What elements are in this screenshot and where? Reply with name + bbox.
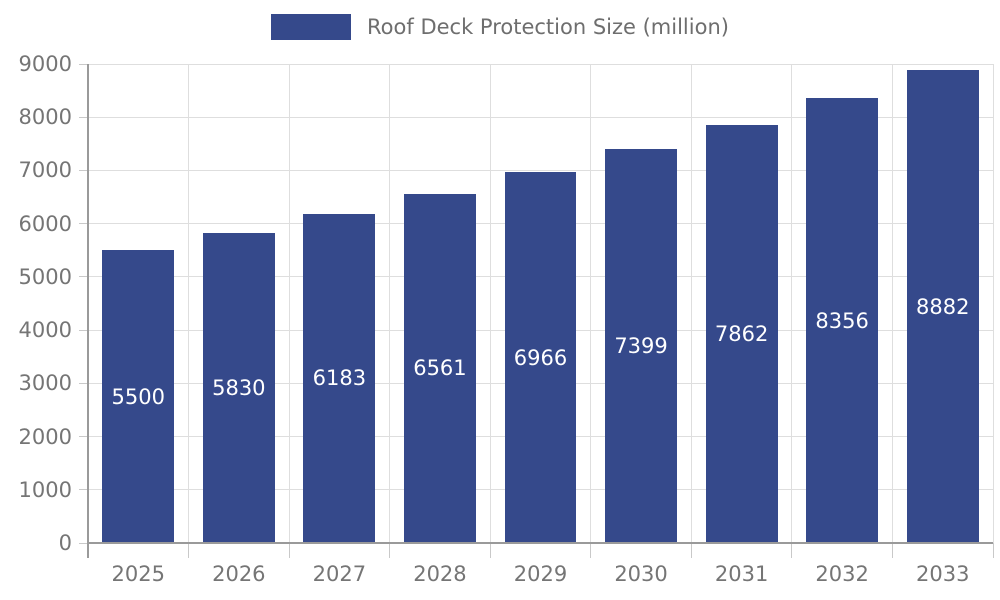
y-tick <box>79 489 88 491</box>
x-tick-label: 2029 <box>513 562 568 586</box>
bar: 6966 <box>504 172 577 543</box>
x-gridline <box>690 64 692 543</box>
x-gridline <box>188 64 190 543</box>
bar: 5500 <box>102 250 175 543</box>
x-tick <box>992 543 994 558</box>
y-tick-label: 5000 <box>18 264 72 289</box>
x-tick-label: 2027 <box>312 562 367 586</box>
x-tick <box>288 543 290 558</box>
y-axis-line <box>87 64 89 558</box>
bar-value-label: 6183 <box>312 366 367 391</box>
legend-swatch <box>271 14 352 40</box>
x-tick-label: 2032 <box>815 562 869 586</box>
bar: 6183 <box>303 213 376 543</box>
x-gridline <box>489 64 491 543</box>
x-tick-label: 2026 <box>212 562 266 586</box>
y-tick-label: 7000 <box>18 158 72 183</box>
bar-value-label: 8882 <box>915 294 970 319</box>
x-tick-label: 2025 <box>111 562 165 586</box>
x-axis-line <box>88 542 993 544</box>
bar: 8356 <box>806 98 879 543</box>
x-gridline <box>288 64 290 543</box>
x-tick-label: 2028 <box>413 562 467 586</box>
x-tick-label: 2033 <box>915 562 970 586</box>
bar: 7399 <box>605 149 677 543</box>
y-tick-label: 8000 <box>18 105 72 130</box>
y-tick <box>79 276 88 278</box>
x-tick <box>188 543 190 558</box>
x-gridline <box>891 64 893 543</box>
y-tick-label: 1000 <box>18 477 72 502</box>
y-tick-label: 0 <box>58 531 72 555</box>
bar: 7862 <box>705 124 778 543</box>
x-tick-label: 2030 <box>614 562 668 586</box>
bar-value-label: 6966 <box>513 345 568 370</box>
y-tick <box>79 542 88 544</box>
legend: Roof Deck Protection Size (million) <box>0 14 1000 40</box>
x-gridline <box>590 64 592 543</box>
y-gridline <box>88 116 993 118</box>
legend-label: Roof Deck Protection Size (million) <box>367 15 729 39</box>
y-tick <box>79 63 88 65</box>
bar-value-label: 5500 <box>111 384 165 409</box>
x-gridline <box>992 64 994 543</box>
y-tick <box>79 169 88 171</box>
x-tick <box>891 543 893 558</box>
y-gridline <box>88 169 993 171</box>
y-tick <box>79 382 88 384</box>
x-tick-label: 2031 <box>714 562 769 586</box>
y-tick-label: 2000 <box>18 424 72 449</box>
bar-value-label: 7862 <box>714 321 769 346</box>
x-tick <box>590 543 592 558</box>
y-tick <box>79 223 88 225</box>
y-tick <box>79 436 88 438</box>
x-gridline <box>389 64 391 543</box>
y-gridline <box>88 63 993 65</box>
x-tick <box>690 543 692 558</box>
y-tick-label: 4000 <box>18 318 72 343</box>
bar: 6561 <box>403 193 476 543</box>
x-tick <box>389 543 391 558</box>
bar: 8882 <box>906 70 979 543</box>
x-gridline <box>791 64 793 543</box>
bar: 5830 <box>202 232 275 543</box>
y-tick-label: 3000 <box>18 371 72 396</box>
bar-value-label: 7399 <box>614 334 668 359</box>
x-tick <box>489 543 491 558</box>
x-tick <box>791 543 793 558</box>
y-tick-label: 6000 <box>18 211 72 236</box>
y-tick <box>79 329 88 331</box>
bar-value-label: 6561 <box>413 356 467 381</box>
bar-value-label: 5830 <box>212 375 266 400</box>
bar-value-label: 8356 <box>815 308 869 333</box>
y-tick <box>79 116 88 118</box>
y-tick-label: 9000 <box>18 52 72 76</box>
